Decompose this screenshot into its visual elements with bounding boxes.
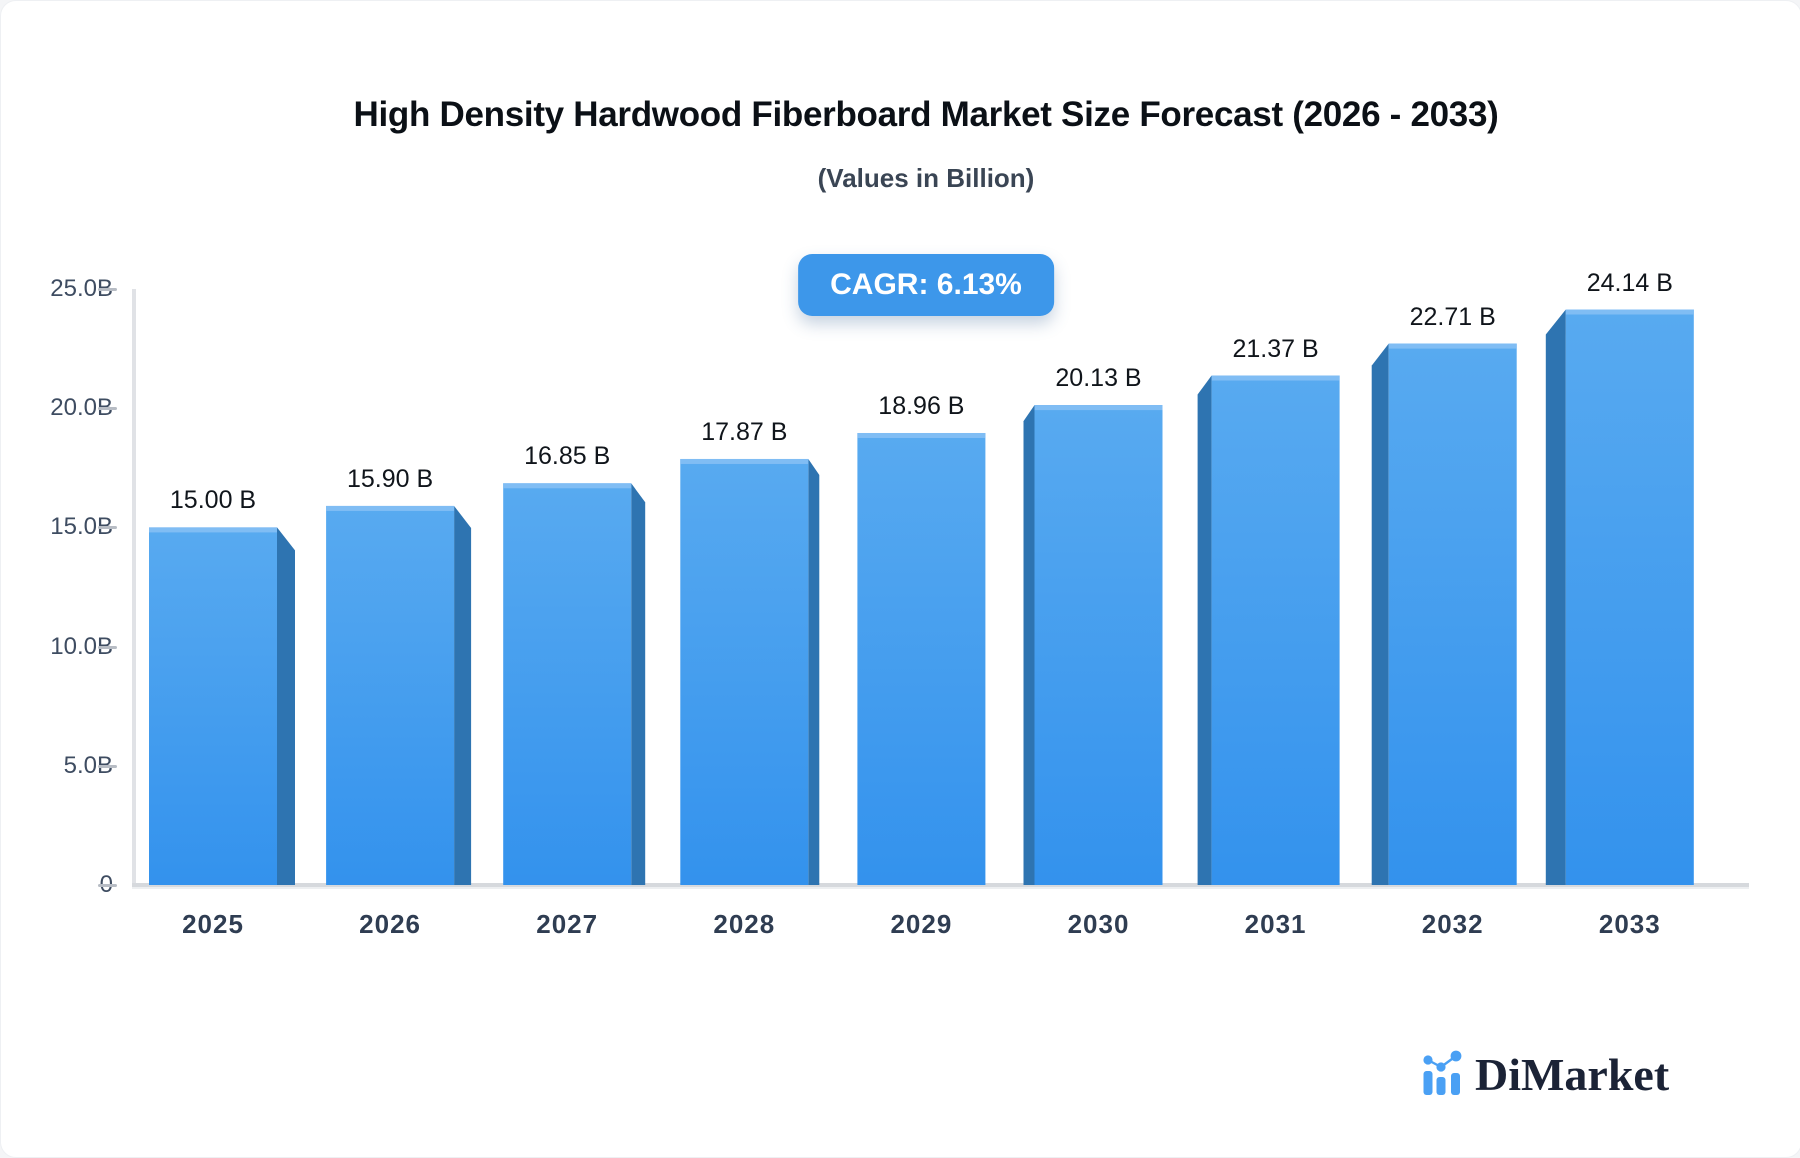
bar-value-label: 22.71 B xyxy=(1409,302,1496,331)
y-tick-label: 25.0B xyxy=(50,275,113,302)
y-tick-dash xyxy=(98,526,117,530)
x-tick-label: 2025 xyxy=(182,909,244,939)
bar-value-label: 17.87 B xyxy=(701,417,788,446)
x-tick-label: 2026 xyxy=(359,909,422,939)
y-tick-dash xyxy=(98,288,117,291)
bar-value-label: 20.13 B xyxy=(1055,364,1142,393)
bar xyxy=(1388,343,1517,885)
bar-value-label: 16.85 B xyxy=(524,442,611,471)
y-tick-label: 20.0B xyxy=(50,394,113,422)
bar-side-face xyxy=(454,505,472,885)
bar xyxy=(1565,309,1694,885)
bar-value-label: 24.14 B xyxy=(1586,268,1673,297)
bar xyxy=(680,458,809,885)
chart-title: High Density Hardwood Fiberboard Market … xyxy=(353,95,1499,134)
y-tick-dash xyxy=(98,407,117,411)
chart-subtitle: (Values in Billion) xyxy=(817,163,1035,193)
y-tick-label: 0 xyxy=(1,871,113,899)
y-tick-dash xyxy=(98,645,117,649)
y-tick-dash xyxy=(98,764,117,768)
bar-side-face xyxy=(808,458,820,885)
bar-value-label: 15.00 B xyxy=(169,486,257,515)
x-tick-label: 2031 xyxy=(1244,909,1307,939)
bar-value-label: 15.90 B xyxy=(347,464,434,493)
bar xyxy=(857,432,986,885)
brand-logo-icon xyxy=(1423,1050,1462,1095)
cagr-badge: CAGR: 6.13% xyxy=(798,254,1054,316)
bar-top-highlight xyxy=(503,483,632,489)
bar xyxy=(149,527,277,885)
y-tick-label: 15.0B xyxy=(50,513,113,541)
x-tick-label: 2033 xyxy=(1598,909,1661,939)
bar-side-face xyxy=(631,483,646,885)
y-tick-label: 5.0B xyxy=(63,751,113,779)
y-axis-line xyxy=(132,289,136,885)
bar-top-highlight xyxy=(1565,309,1694,315)
bar-top-highlight xyxy=(680,458,809,464)
bar-top-highlight xyxy=(1388,343,1517,349)
bar xyxy=(1034,405,1163,885)
bar-value-label: 21.37 B xyxy=(1232,334,1319,363)
bar-side-face xyxy=(277,527,295,885)
y-tick-label: 10.0B xyxy=(50,632,113,660)
bar-side-face xyxy=(1371,343,1389,885)
y-tick-dash xyxy=(98,884,117,887)
x-tick-label: 2029 xyxy=(890,909,953,939)
brand-logo-text: DiMarket xyxy=(1475,1049,1670,1100)
bar-top-highlight xyxy=(857,432,986,438)
bar-side-face xyxy=(1545,309,1566,885)
bar-top-highlight xyxy=(1211,375,1340,381)
x-tick-label: 2027 xyxy=(536,909,599,939)
x-tick-label: 2032 xyxy=(1421,909,1484,939)
bar-top-highlight xyxy=(326,505,455,511)
bar-side-face xyxy=(1197,375,1212,885)
x-tick-label: 2028 xyxy=(713,909,776,939)
bar-value-label: 18.96 B xyxy=(878,391,965,420)
bar xyxy=(1211,375,1340,885)
bar-top-highlight xyxy=(149,527,277,533)
x-tick-label: 2030 xyxy=(1067,909,1130,939)
bar-top-highlight xyxy=(1034,405,1163,411)
bar-side-face xyxy=(1023,405,1035,885)
brand-logo: DiMarket xyxy=(1421,1039,1670,1100)
bar xyxy=(503,483,632,885)
bar xyxy=(326,505,455,885)
x-axis-shadow xyxy=(132,887,1749,889)
